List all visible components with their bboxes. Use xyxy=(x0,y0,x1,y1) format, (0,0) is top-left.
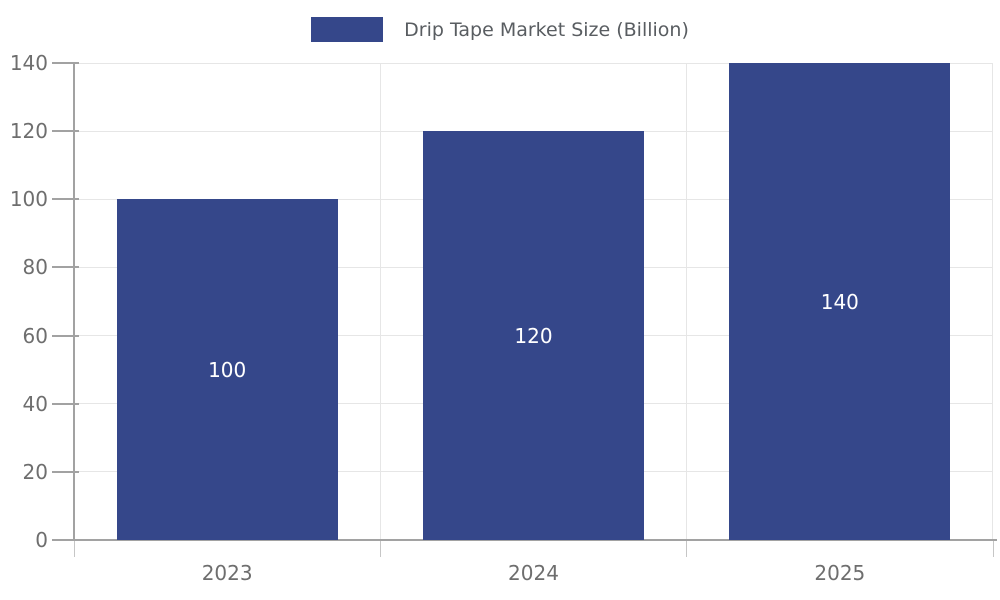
y-tick-label-140: 140 xyxy=(9,51,48,75)
gridline-x-2 xyxy=(686,63,688,540)
y-tick-label-80: 80 xyxy=(22,255,48,280)
y-axis-line xyxy=(73,63,75,540)
bar-2023: 100 xyxy=(116,199,338,540)
gridline-x-1 xyxy=(379,63,381,540)
bar-2024: 120 xyxy=(423,131,644,540)
xtick-3 xyxy=(992,540,994,557)
bar-value-label-2023: 100 xyxy=(208,357,247,382)
legend: Drip Tape Market Size (Billion) xyxy=(0,17,1000,42)
plot-area: 100 120 140 xyxy=(52,62,997,557)
y-tick-label-120: 120 xyxy=(9,119,48,144)
xtick-1 xyxy=(379,540,381,557)
xtick-0 xyxy=(73,540,75,557)
y-tick-label-100: 100 xyxy=(9,187,48,212)
y-tick-label-40: 40 xyxy=(22,391,48,416)
gridline-y-140 xyxy=(74,62,993,64)
bar-value-label-2025: 140 xyxy=(820,289,859,314)
legend-label: Drip Tape Market Size (Billion) xyxy=(404,18,689,41)
xtick-2 xyxy=(686,540,688,557)
bar-value-label-2024: 120 xyxy=(514,323,553,348)
ytick-20 xyxy=(52,470,79,473)
x-axis-line xyxy=(52,539,997,541)
bar-2025: 140 xyxy=(729,63,951,540)
x-tick-label-2023: 2023 xyxy=(201,561,253,585)
y-tick-label-60: 60 xyxy=(22,323,48,348)
ytick-100 xyxy=(52,198,79,201)
x-tick-label-2025: 2025 xyxy=(814,561,866,585)
ytick-120 xyxy=(52,130,79,133)
ytick-140 xyxy=(52,62,79,64)
legend-swatch xyxy=(311,17,384,42)
plot-right-border xyxy=(992,63,993,540)
y-tick-label-20: 20 xyxy=(22,459,48,484)
ytick-40 xyxy=(52,402,79,405)
x-tick-label-2024: 2024 xyxy=(508,561,559,585)
ytick-60 xyxy=(52,334,79,337)
ytick-80 xyxy=(52,266,79,269)
y-tick-label-0: 0 xyxy=(35,528,48,552)
